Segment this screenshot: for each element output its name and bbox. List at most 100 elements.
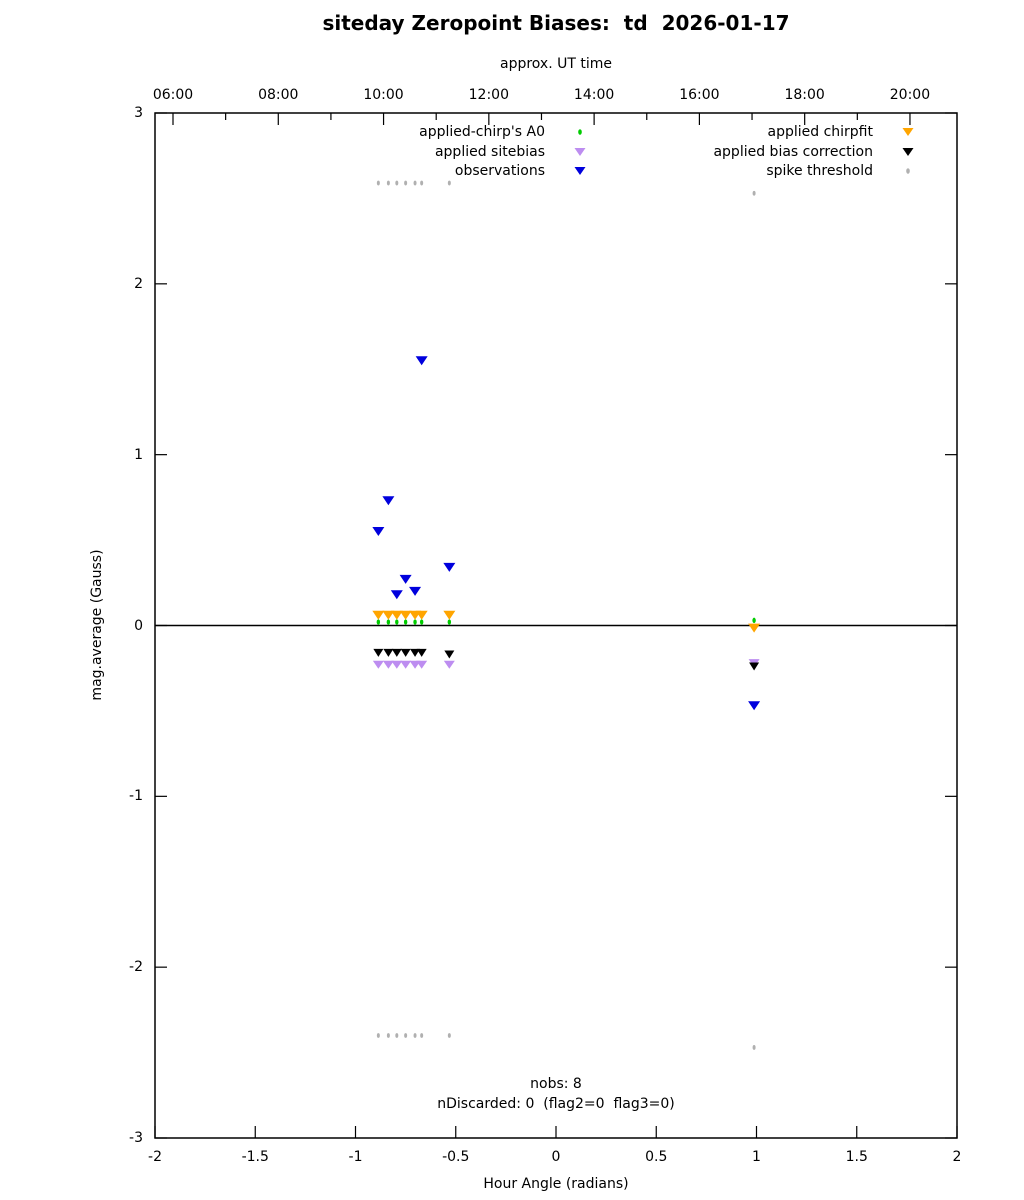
applied-sitebias-marker xyxy=(391,660,403,669)
x-tick-label: -1 xyxy=(348,1149,363,1165)
observations-marker xyxy=(748,701,761,711)
x2-tick-label: 12:00 xyxy=(468,87,509,103)
applied-bias-correction-marker xyxy=(749,662,760,671)
observations-marker xyxy=(443,562,456,572)
x-tick-label: 0 xyxy=(551,1149,561,1165)
observations-marker xyxy=(415,356,428,366)
spike-threshold-marker xyxy=(395,1033,399,1038)
x2-tick-label: 16:00 xyxy=(679,87,720,103)
x-tick-label: 1.5 xyxy=(845,1149,868,1165)
applied-chirps-a0-marker xyxy=(752,617,756,624)
x-tick-label: -1.5 xyxy=(241,1149,269,1165)
legend-label-spike-threshold: spike threshold xyxy=(766,163,873,180)
applied-sitebias-marker xyxy=(416,660,428,669)
observations-marker xyxy=(382,496,395,506)
legend-entry-applied-sitebias: applied sitebias xyxy=(365,142,615,162)
x-tick-label: -0.5 xyxy=(442,1149,470,1165)
x-tick-label: -2 xyxy=(148,1149,162,1165)
x-tick-label: 0.5 xyxy=(645,1149,668,1165)
ndiscarded-annotation: nDiscarded: 0 (flag2=0 flag3=0) xyxy=(437,1096,675,1112)
x2-axis-label: approx. UT time xyxy=(500,56,612,72)
legend-entry-applied-bias-correction: applied bias correction xyxy=(643,142,943,162)
legend-entry-applied-chirpfit: applied chirpfit xyxy=(643,123,943,143)
y-tick-label: 1 xyxy=(134,446,143,463)
observations-marker xyxy=(390,590,403,600)
applied-chirps-a0-legend-marker-icon xyxy=(578,129,582,136)
applied-sitebias-legend-marker-icon xyxy=(574,147,586,156)
legend-label-observations: observations xyxy=(454,163,545,180)
applied-chirps-a0-marker xyxy=(413,619,417,625)
applied-bias-correction-marker xyxy=(410,648,421,657)
observations-marker xyxy=(399,574,412,584)
spike-threshold-marker xyxy=(386,1033,390,1038)
chart-title: siteday Zeropoint Biases: td 2026-01-17 xyxy=(322,11,790,35)
applied-chirpfit-marker xyxy=(415,610,428,620)
y-tick-label: -1 xyxy=(129,788,143,805)
legend-left-column: applied-chirp's A0 applied sitebias observ… xyxy=(365,123,615,182)
spike-threshold-marker xyxy=(413,180,417,186)
spike-threshold-marker xyxy=(395,180,399,186)
spike-threshold-marker xyxy=(447,180,451,186)
legend-entry-applied-chirps-a0: applied-chirp's A0 xyxy=(365,123,615,143)
applied-bias-correction-marker xyxy=(373,648,384,657)
applied-chirps-a0-marker xyxy=(386,619,391,625)
y-tick-label: -2 xyxy=(129,959,143,976)
spike-threshold-marker xyxy=(420,180,424,186)
x-tick-label: 1 xyxy=(752,1149,761,1165)
legend-label-applied-chirpfit: applied chirpfit xyxy=(767,124,874,141)
x-tick-label: 2 xyxy=(952,1149,962,1165)
applied-chirpfit-marker xyxy=(443,610,456,620)
spike-threshold-marker xyxy=(404,1033,408,1038)
applied-bias-correction-marker xyxy=(383,648,394,657)
spike-threshold-marker xyxy=(376,1033,380,1038)
x2-tick-label: 18:00 xyxy=(784,87,825,103)
applied-sitebias-marker xyxy=(443,660,455,669)
applied-bias-correction-legend-marker-icon xyxy=(902,147,914,156)
x2-tick-label: 20:00 xyxy=(889,87,931,103)
applied-bias-correction-marker xyxy=(416,648,427,657)
applied-chirpfit-marker xyxy=(399,610,412,620)
applied-sitebias-marker xyxy=(372,660,384,669)
x2-tick-label: 06:00 xyxy=(152,87,194,103)
applied-bias-correction-marker xyxy=(400,648,411,657)
x2-tick-label: 08:00 xyxy=(258,87,299,103)
applied-sitebias-marker xyxy=(382,660,394,669)
y-axis-label: mag.average (Gauss) xyxy=(89,549,105,701)
x2-tick-label: 10:00 xyxy=(363,87,404,103)
applied-chirps-a0-marker xyxy=(395,619,399,625)
spike-threshold-legend-marker-icon xyxy=(906,168,910,175)
y-tick-label: 2 xyxy=(134,275,143,292)
y-tick-label: 0 xyxy=(134,617,143,634)
applied-chirpfit-marker xyxy=(382,610,395,620)
applied-chirpfit-legend-marker-icon xyxy=(902,128,914,137)
spike-threshold-marker xyxy=(404,180,408,186)
legend-label-applied-chirps-a0: applied-chirp's A0 xyxy=(419,124,545,141)
spike-threshold-marker xyxy=(752,1045,756,1050)
applied-chirps-a0-marker xyxy=(403,619,408,625)
legend-entry-spike-threshold: spike threshold xyxy=(643,162,943,182)
x-axis-label: Hour Angle (radians) xyxy=(483,1176,629,1192)
nobs-annotation: nobs: 8 xyxy=(530,1076,582,1092)
applied-bias-correction-marker xyxy=(444,650,455,659)
applied-bias-correction-marker xyxy=(391,648,402,657)
applied-chirps-a0-marker xyxy=(376,619,381,625)
y-tick-label: -3 xyxy=(129,1130,143,1146)
applied-chirps-a0-marker xyxy=(419,619,424,625)
legend-right-column: applied chirpfit applied bias correction s… xyxy=(643,123,943,182)
spike-threshold-marker xyxy=(413,1033,417,1038)
spike-threshold-marker xyxy=(752,190,756,196)
applied-chirpfit-marker xyxy=(748,623,761,633)
spike-threshold-marker xyxy=(447,1033,451,1038)
applied-sitebias-marker xyxy=(400,660,412,669)
applied-chirps-a0-marker xyxy=(447,619,452,625)
x2-tick-label: 14:00 xyxy=(573,87,615,103)
legend-entry-observations: observations xyxy=(365,162,615,182)
legend-label-applied-sitebias: applied sitebias xyxy=(434,143,545,160)
observations-legend-marker-icon xyxy=(574,167,586,176)
observations-marker xyxy=(372,527,385,537)
applied-chirpfit-marker xyxy=(372,610,385,620)
spike-threshold-marker xyxy=(376,180,380,186)
observations-marker xyxy=(409,586,422,596)
